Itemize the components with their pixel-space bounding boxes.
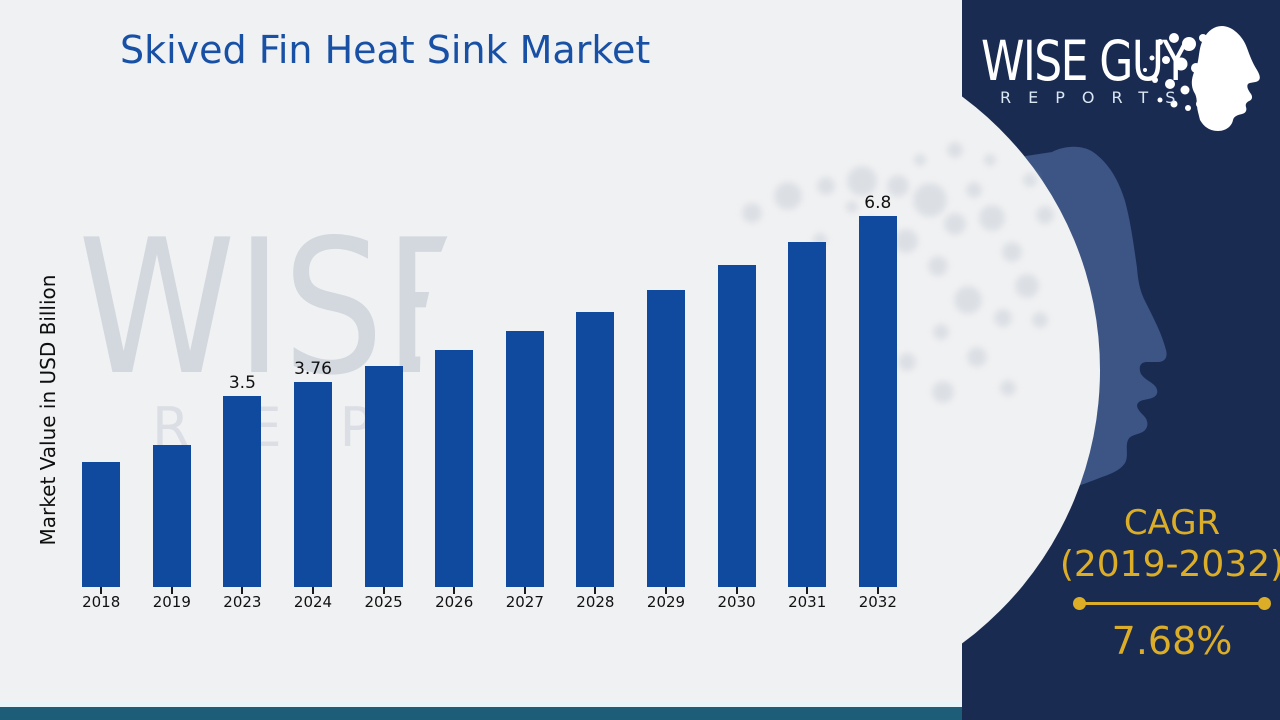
x-axis-tick xyxy=(170,587,173,594)
x-axis-tick xyxy=(382,587,385,594)
x-axis-tick-label: 2026 xyxy=(435,593,474,611)
x-axis-tick-label: 2024 xyxy=(293,593,333,611)
x-axis-tick-label: 2023 xyxy=(223,593,262,611)
x-axis-tick-label: 2030 xyxy=(717,593,756,611)
x-axis-tick-label: 2032 xyxy=(858,593,897,611)
bottom-strip-teal xyxy=(0,707,962,720)
x-axis-tick xyxy=(594,587,597,594)
x-axis-tick-label: 2019 xyxy=(152,593,191,611)
bar xyxy=(788,242,827,587)
bar-value-label: 3.5 xyxy=(228,373,256,393)
x-axis-tick xyxy=(453,587,456,594)
x-axis-tick-label: 2028 xyxy=(576,593,615,611)
bar xyxy=(82,462,121,587)
bar xyxy=(435,350,474,587)
x-axis-tick-label: 2025 xyxy=(364,593,403,611)
x-axis-tick xyxy=(241,587,244,594)
bar xyxy=(576,312,615,587)
bar xyxy=(505,331,544,587)
bar xyxy=(152,445,191,587)
x-axis-tick xyxy=(735,587,738,594)
bar-value-label: 3.76 xyxy=(294,359,332,379)
bar xyxy=(294,382,332,587)
x-axis-tick xyxy=(806,587,809,594)
bar xyxy=(364,366,403,587)
x-axis-tick xyxy=(665,587,667,594)
x-axis-tick-label: 2018 xyxy=(82,593,121,611)
wiseguy-logo-face-icon xyxy=(1143,26,1260,131)
bar xyxy=(647,290,685,587)
y-axis-label: Market Value in USD Billion xyxy=(36,274,60,546)
x-axis-tick xyxy=(523,587,526,594)
x-axis-tick xyxy=(100,587,103,594)
bottom-strip-light xyxy=(0,702,962,707)
x-axis-tick-label: 2027 xyxy=(505,593,544,611)
white-dot-cluster xyxy=(1143,33,1218,115)
bar xyxy=(858,216,897,587)
x-axis-tick-label: 2031 xyxy=(788,593,827,611)
page-title: Skived Fin Heat Sink Market xyxy=(120,28,651,72)
x-axis-tick xyxy=(876,587,879,594)
x-axis-tick-label: 2029 xyxy=(646,593,686,611)
x-axis-tick xyxy=(312,587,314,594)
bar-value-label: 6.8 xyxy=(864,193,892,213)
bar xyxy=(717,265,756,587)
bar xyxy=(223,396,262,587)
